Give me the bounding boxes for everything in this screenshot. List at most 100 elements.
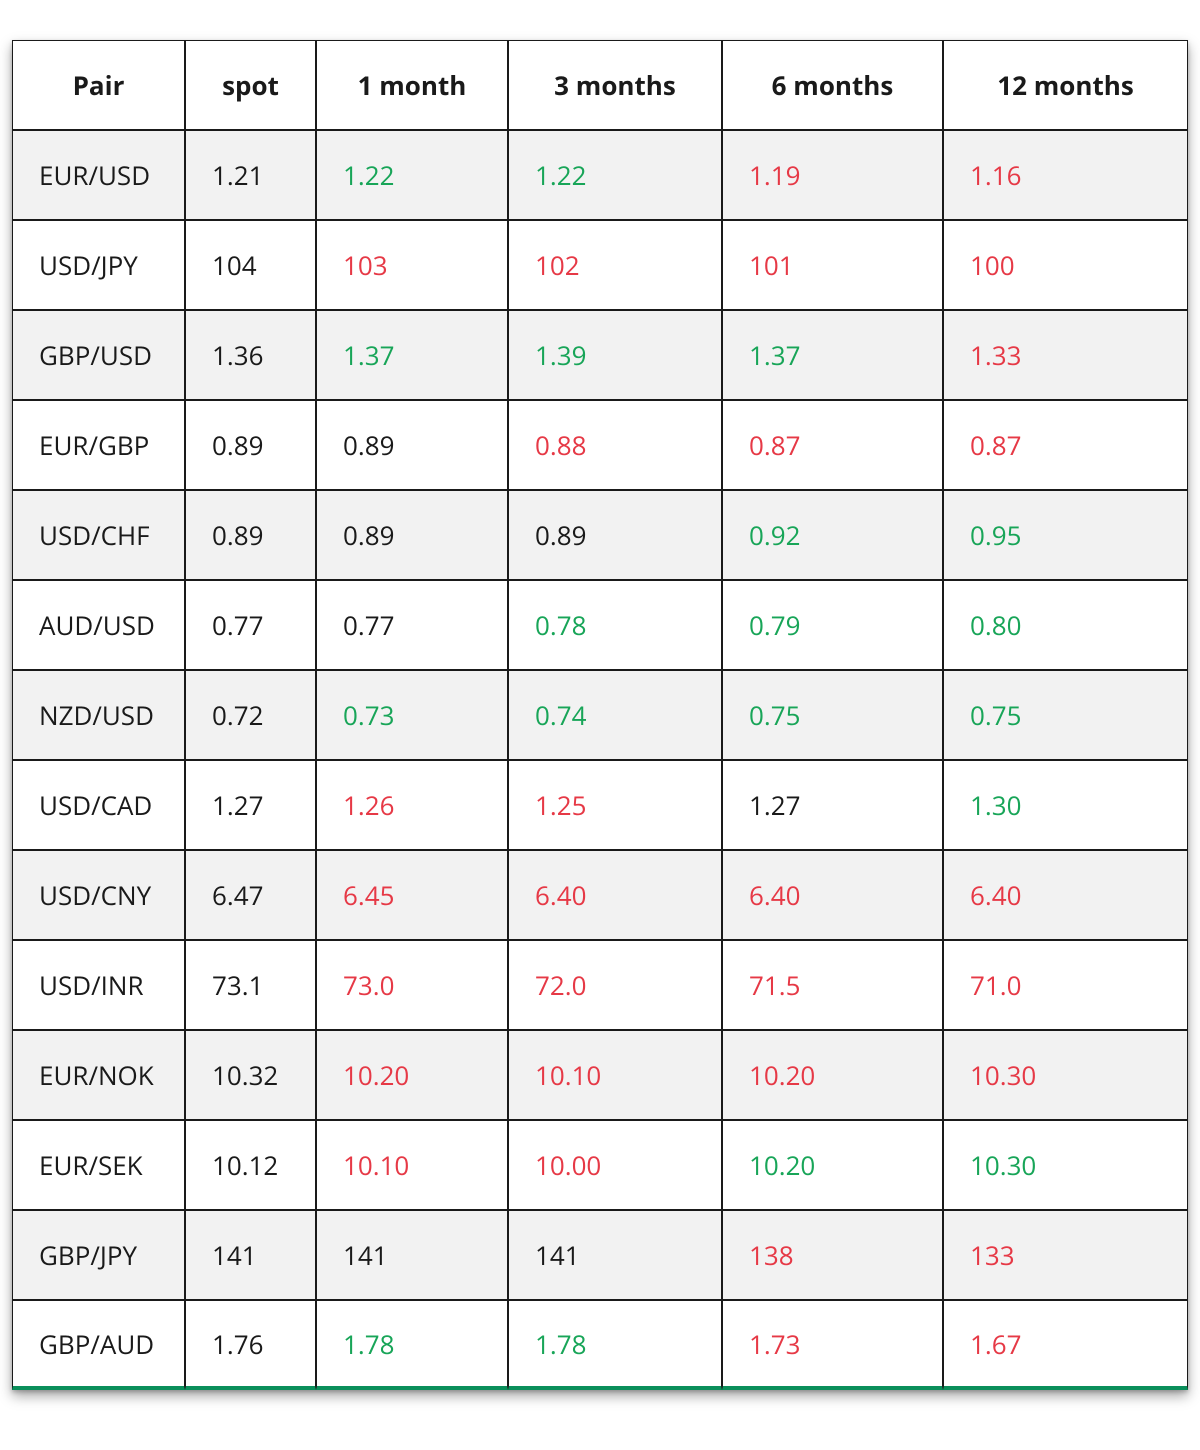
cell-spot: 141 <box>185 1210 316 1300</box>
table-row: USD/INR73.173.072.071.571.0 <box>12 940 1188 1030</box>
cell-pair: USD/CAD <box>12 760 185 850</box>
cell-pair: EUR/NOK <box>12 1030 185 1120</box>
cell-12m: 0.80 <box>943 580 1188 670</box>
table-row: USD/CNY6.476.456.406.406.40 <box>12 850 1188 940</box>
cell-12m: 1.30 <box>943 760 1188 850</box>
table-row: EUR/GBP0.890.890.880.870.87 <box>12 400 1188 490</box>
cell-spot: 104 <box>185 220 316 310</box>
cell-1m: 6.45 <box>316 850 508 940</box>
cell-3m: 1.25 <box>508 760 722 850</box>
cell-spot: 10.32 <box>185 1030 316 1120</box>
cell-spot: 0.89 <box>185 490 316 580</box>
cell-spot: 6.47 <box>185 850 316 940</box>
table-row: GBP/USD1.361.371.391.371.33 <box>12 310 1188 400</box>
cell-6m: 1.37 <box>722 310 943 400</box>
cell-spot: 0.77 <box>185 580 316 670</box>
cell-6m: 0.75 <box>722 670 943 760</box>
cell-1m: 141 <box>316 1210 508 1300</box>
table-row: USD/CAD1.271.261.251.271.30 <box>12 760 1188 850</box>
col-header-1m: 1 month <box>316 40 508 130</box>
col-header-pair: Pair <box>12 40 185 130</box>
cell-1m: 0.77 <box>316 580 508 670</box>
cell-pair: GBP/USD <box>12 310 185 400</box>
cell-spot: 0.72 <box>185 670 316 760</box>
cell-spot: 0.89 <box>185 400 316 490</box>
cell-12m: 133 <box>943 1210 1188 1300</box>
cell-1m: 1.26 <box>316 760 508 850</box>
cell-spot: 10.12 <box>185 1120 316 1210</box>
cell-3m: 10.10 <box>508 1030 722 1120</box>
cell-12m: 1.16 <box>943 130 1188 220</box>
cell-1m: 1.37 <box>316 310 508 400</box>
cell-spot: 1.76 <box>185 1300 316 1390</box>
cell-6m: 1.27 <box>722 760 943 850</box>
cell-spot: 1.21 <box>185 130 316 220</box>
cell-12m: 10.30 <box>943 1030 1188 1120</box>
cell-3m: 72.0 <box>508 940 722 1030</box>
cell-spot: 1.27 <box>185 760 316 850</box>
cell-pair: USD/JPY <box>12 220 185 310</box>
cell-pair: EUR/SEK <box>12 1120 185 1210</box>
cell-12m: 10.30 <box>943 1120 1188 1210</box>
col-header-12m: 12 months <box>943 40 1188 130</box>
col-header-6m: 6 months <box>722 40 943 130</box>
table-row: EUR/NOK10.3210.2010.1010.2010.30 <box>12 1030 1188 1120</box>
cell-1m: 73.0 <box>316 940 508 1030</box>
cell-pair: GBP/JPY <box>12 1210 185 1300</box>
cell-12m: 6.40 <box>943 850 1188 940</box>
cell-1m: 0.89 <box>316 490 508 580</box>
cell-3m: 141 <box>508 1210 722 1300</box>
cell-1m: 1.22 <box>316 130 508 220</box>
cell-6m: 71.5 <box>722 940 943 1030</box>
table-row: GBP/AUD1.761.781.781.731.67 <box>12 1300 1188 1390</box>
cell-3m: 6.40 <box>508 850 722 940</box>
cell-12m: 0.95 <box>943 490 1188 580</box>
cell-6m: 138 <box>722 1210 943 1300</box>
cell-12m: 0.75 <box>943 670 1188 760</box>
cell-1m: 10.10 <box>316 1120 508 1210</box>
cell-3m: 102 <box>508 220 722 310</box>
cell-1m: 10.20 <box>316 1030 508 1120</box>
cell-pair: USD/CHF <box>12 490 185 580</box>
cell-12m: 1.67 <box>943 1300 1188 1390</box>
table-row: AUD/USD0.770.770.780.790.80 <box>12 580 1188 670</box>
cell-3m: 0.88 <box>508 400 722 490</box>
table-row: USD/JPY104103102101100 <box>12 220 1188 310</box>
table-row: NZD/USD0.720.730.740.750.75 <box>12 670 1188 760</box>
cell-6m: 0.79 <box>722 580 943 670</box>
cell-12m: 71.0 <box>943 940 1188 1030</box>
table-body: EUR/USD1.211.221.221.191.16USD/JPY104103… <box>12 130 1188 1390</box>
cell-3m: 1.78 <box>508 1300 722 1390</box>
cell-1m: 0.73 <box>316 670 508 760</box>
cell-pair: EUR/USD <box>12 130 185 220</box>
table-row: USD/CHF0.890.890.890.920.95 <box>12 490 1188 580</box>
cell-1m: 103 <box>316 220 508 310</box>
table-row: EUR/SEK10.1210.1010.0010.2010.30 <box>12 1120 1188 1210</box>
cell-3m: 1.39 <box>508 310 722 400</box>
table-row: GBP/JPY141141141138133 <box>12 1210 1188 1300</box>
cell-6m: 0.87 <box>722 400 943 490</box>
col-header-spot: spot <box>185 40 316 130</box>
cell-1m: 1.78 <box>316 1300 508 1390</box>
cell-6m: 101 <box>722 220 943 310</box>
cell-6m: 6.40 <box>722 850 943 940</box>
table-row: EUR/USD1.211.221.221.191.16 <box>12 130 1188 220</box>
cell-pair: USD/CNY <box>12 850 185 940</box>
cell-spot: 1.36 <box>185 310 316 400</box>
col-header-3m: 3 months <box>508 40 722 130</box>
cell-3m: 1.22 <box>508 130 722 220</box>
cell-pair: GBP/AUD <box>12 1300 185 1390</box>
table-header: Pair spot 1 month 3 months 6 months 12 m… <box>12 40 1188 130</box>
cell-6m: 1.73 <box>722 1300 943 1390</box>
cell-pair: EUR/GBP <box>12 400 185 490</box>
cell-pair: NZD/USD <box>12 670 185 760</box>
cell-6m: 10.20 <box>722 1030 943 1120</box>
cell-12m: 1.33 <box>943 310 1188 400</box>
cell-12m: 0.87 <box>943 400 1188 490</box>
cell-spot: 73.1 <box>185 940 316 1030</box>
cell-pair: USD/INR <box>12 940 185 1030</box>
cell-3m: 0.74 <box>508 670 722 760</box>
cell-6m: 0.92 <box>722 490 943 580</box>
cell-3m: 0.78 <box>508 580 722 670</box>
fx-forecast-table: Pair spot 1 month 3 months 6 months 12 m… <box>12 40 1188 1390</box>
